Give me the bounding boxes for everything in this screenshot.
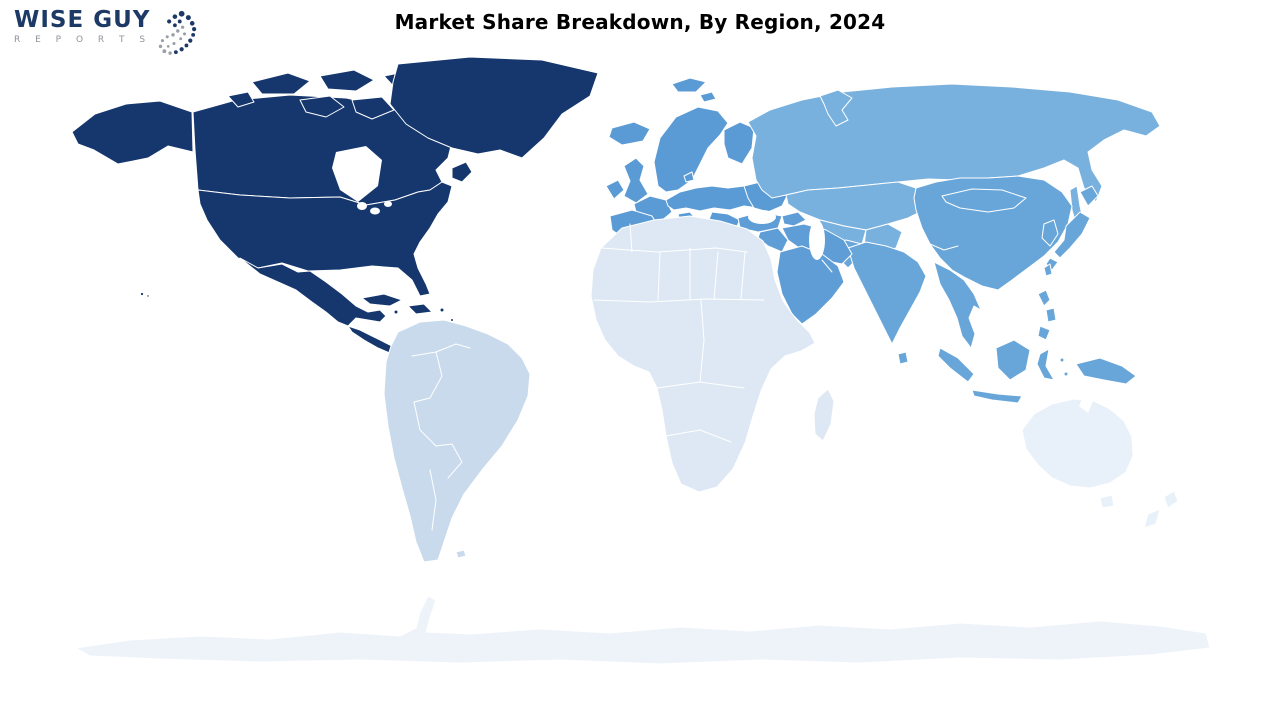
region-north-america bbox=[71, 56, 599, 361]
country-uk bbox=[623, 157, 649, 204]
island-arctic-5 bbox=[227, 91, 255, 108]
region-scandinavia bbox=[653, 106, 729, 193]
water-great-lakes-2 bbox=[370, 207, 380, 215]
country-india bbox=[847, 241, 927, 345]
region-east-south-asia bbox=[827, 175, 1137, 404]
island-sumatra bbox=[937, 347, 975, 383]
water-hudson-bay bbox=[332, 146, 382, 202]
country-alaska bbox=[71, 100, 194, 165]
island-sulawesi bbox=[1036, 348, 1055, 381]
island-borneo bbox=[995, 339, 1031, 381]
island-java bbox=[971, 389, 1023, 404]
island-puerto-rico bbox=[439, 307, 445, 313]
logo-tagline: R E P O R T S bbox=[14, 35, 152, 46]
island-moluccas-2 bbox=[1063, 371, 1069, 377]
chart-title: Market Share Breakdown, By Region, 2024 bbox=[394, 10, 886, 34]
region-oceania bbox=[1021, 398, 1179, 529]
logo-text: WISE GUY R E P O R T S bbox=[14, 7, 152, 46]
country-kazakhstan bbox=[785, 181, 931, 231]
region-korea bbox=[1041, 219, 1059, 247]
logo-wordmark: WISE GUY bbox=[14, 7, 151, 33]
country-iceland bbox=[608, 121, 651, 146]
island-jamaica bbox=[393, 309, 399, 315]
country-denmark bbox=[683, 171, 695, 183]
country-border-lines bbox=[411, 223, 959, 531]
country-greenland bbox=[389, 56, 599, 159]
water-bodies bbox=[332, 146, 1093, 413]
island-arctic-1 bbox=[251, 72, 311, 95]
water-black-sea bbox=[748, 210, 776, 224]
island-svalbard-1 bbox=[671, 77, 707, 93]
island-hawaii-2 bbox=[146, 294, 150, 298]
water-great-lakes-1 bbox=[357, 202, 367, 210]
island-tasmania bbox=[1099, 494, 1115, 509]
region-caucasus bbox=[781, 211, 807, 227]
water-gulf-carpentaria bbox=[1079, 399, 1093, 413]
country-finland bbox=[723, 121, 755, 165]
island-taiwan bbox=[1043, 263, 1053, 277]
continent-antarctica bbox=[75, 595, 1211, 665]
country-mexico bbox=[239, 257, 387, 327]
island-falkland bbox=[455, 549, 467, 559]
island-new-guinea bbox=[1075, 357, 1137, 385]
water-caspian-sea bbox=[809, 220, 825, 260]
dotted-head-icon bbox=[158, 10, 197, 55]
island-nz-north bbox=[1163, 490, 1179, 509]
island-svalbard-2 bbox=[699, 91, 717, 103]
country-ireland bbox=[605, 179, 625, 200]
region-russia-central-asia bbox=[747, 83, 1161, 255]
region-indochina bbox=[933, 261, 982, 349]
island-moluccas-1 bbox=[1059, 357, 1065, 363]
island-philippines-1 bbox=[1037, 289, 1051, 307]
island-madagascar bbox=[813, 388, 835, 442]
region-south-america bbox=[383, 319, 531, 563]
island-nz-south bbox=[1143, 508, 1161, 529]
island-arctic-2 bbox=[319, 69, 375, 92]
country-usa bbox=[197, 181, 453, 297]
country-australia bbox=[1021, 398, 1134, 489]
island-newfoundland bbox=[451, 161, 473, 183]
country-mongolia bbox=[941, 188, 1027, 213]
island-arctic-3 bbox=[299, 95, 345, 118]
island-hawaii-1 bbox=[139, 291, 145, 297]
island-hokkaido bbox=[1079, 185, 1099, 207]
wiseguy-logo: WISE GUY R E P O R T S bbox=[14, 7, 197, 58]
island-honshu bbox=[1053, 211, 1091, 259]
island-antilles-1 bbox=[450, 318, 454, 322]
island-philippines-2 bbox=[1045, 307, 1057, 323]
continent-south-america bbox=[383, 319, 531, 563]
island-sri-lanka bbox=[897, 351, 909, 365]
island-arctic-4 bbox=[351, 96, 395, 120]
island-philippines-3 bbox=[1037, 325, 1051, 341]
region-antarctica bbox=[75, 595, 1211, 665]
island-novaya-zemlya bbox=[819, 89, 853, 127]
water-great-lakes-3 bbox=[384, 201, 392, 207]
island-hispaniola bbox=[407, 303, 433, 315]
island-cuba bbox=[361, 293, 403, 307]
